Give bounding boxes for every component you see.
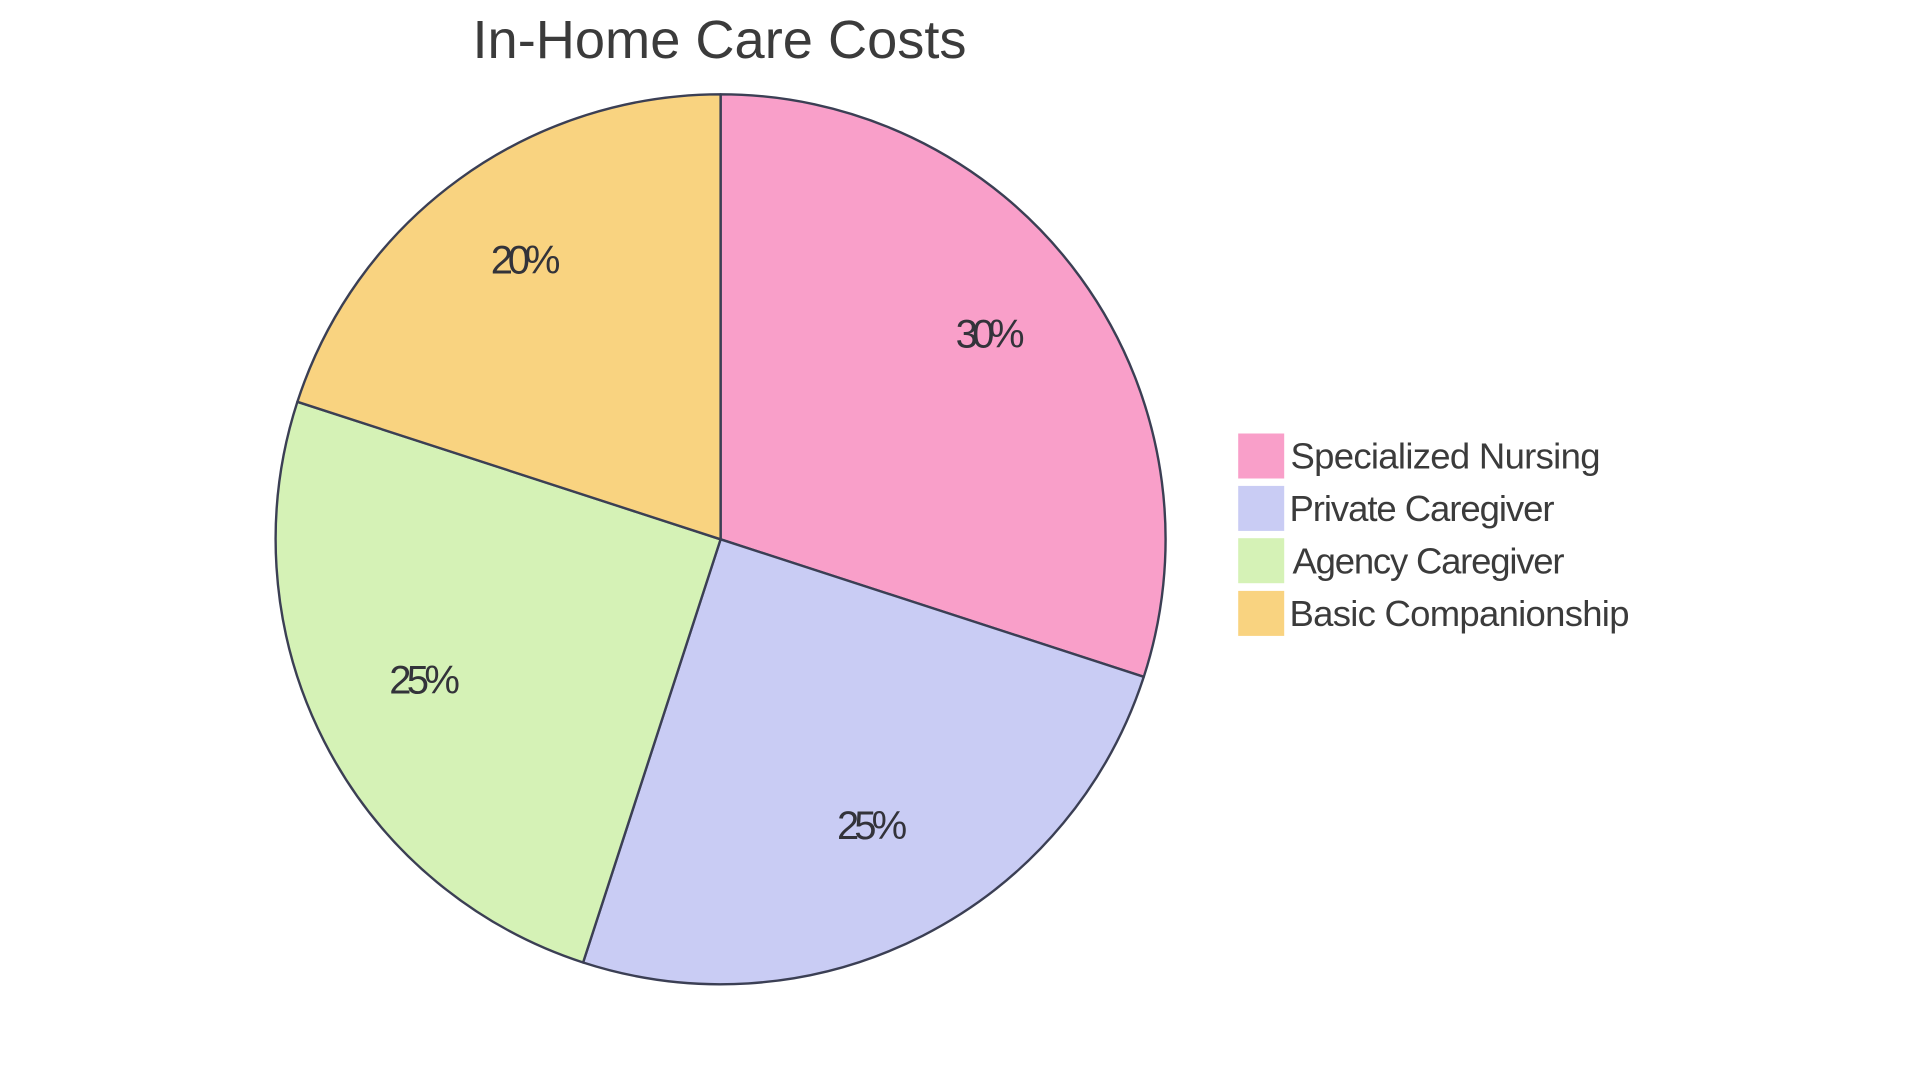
svg-text:In-Home Care Costs: In-Home Care Costs <box>473 10 967 70</box>
svg-text:Private Caregiver: Private Caregiver <box>1290 488 1555 529</box>
svg-text:20%: 20% <box>491 239 561 283</box>
svg-text:25%: 25% <box>389 658 460 702</box>
svg-text:Basic Companionship: Basic Companionship <box>1290 593 1630 634</box>
svg-text:30%: 30% <box>956 313 1025 357</box>
svg-text:Specialized Nursing: Specialized Nursing <box>1291 436 1601 477</box>
svg-text:Agency Caregiver: Agency Caregiver <box>1293 540 1565 581</box>
svg-text:25%: 25% <box>837 804 907 848</box>
